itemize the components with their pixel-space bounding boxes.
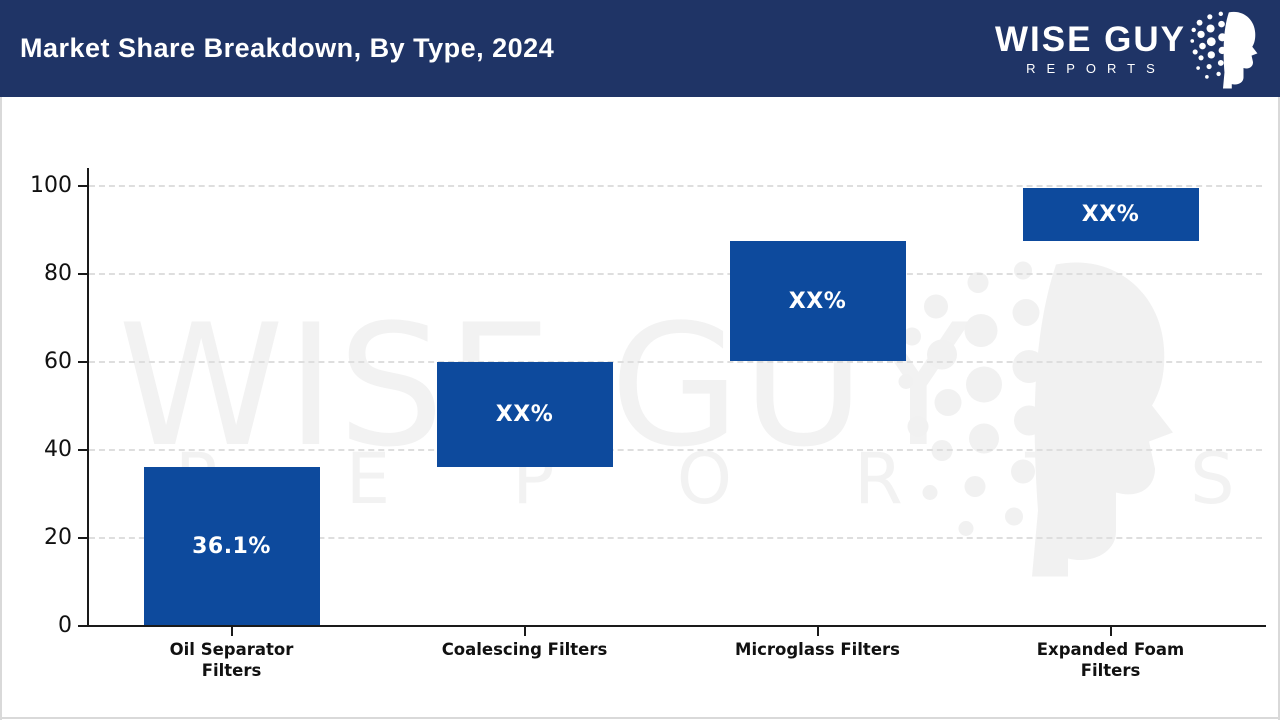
- x-tick-1: [523, 627, 526, 636]
- bar-value-label: XX%: [1081, 202, 1140, 228]
- y-tick-label-40: 40: [44, 437, 72, 462]
- x-tick-0: [230, 627, 233, 636]
- y-tick-label-100: 100: [30, 173, 72, 198]
- header-bar: Market Share Breakdown, By Type, 2024 WI…: [0, 0, 1280, 97]
- gridline-80: [89, 273, 1262, 275]
- y-tick-20: [78, 537, 87, 539]
- wise-guy-reports-logo: WISE GUY REPORTS: [995, 8, 1280, 90]
- y-tick-40: [78, 449, 87, 451]
- gridline-20: [89, 537, 1262, 539]
- y-axis-line: [87, 168, 89, 627]
- category-label: Microglass Filters: [735, 640, 900, 659]
- logo-wordmark: WISE GUY: [994, 19, 1186, 59]
- bar-segment: XX%: [436, 362, 613, 468]
- gridline-60: [89, 361, 1262, 363]
- page-border-left: [0, 97, 2, 720]
- bar-segment: 36.1%: [143, 467, 320, 626]
- bar-value-label: XX%: [788, 288, 847, 314]
- y-tick-label-20: 20: [44, 525, 72, 550]
- category-label: Oil Separator Filters: [169, 640, 294, 680]
- x-tick-3: [1109, 627, 1112, 636]
- bar-segment: XX%: [1022, 188, 1199, 241]
- gridline-100: [89, 185, 1262, 187]
- y-tick-label-60: 60: [44, 349, 72, 374]
- y-tick-80: [78, 273, 87, 275]
- y-tick-60: [78, 361, 87, 363]
- x-axis-line: [87, 625, 1266, 627]
- y-tick-0: [78, 625, 87, 627]
- x-tick-2: [816, 627, 819, 636]
- page-title: Market Share Breakdown, By Type, 2024: [20, 33, 555, 63]
- bar-value-label: XX%: [495, 402, 554, 428]
- page-border-right: [1278, 97, 1280, 720]
- category-label: Expanded Foam Filters: [1036, 640, 1185, 680]
- dotted-head-icon: [1190, 11, 1258, 89]
- y-tick-100: [78, 185, 87, 187]
- logo-subtitle: REPORTS: [1026, 60, 1166, 76]
- logo-text: WISE GUY REPORTS: [994, 19, 1186, 76]
- bar-segment: XX%: [729, 241, 906, 362]
- category-label: Coalescing Filters: [441, 640, 608, 659]
- y-tick-label-0: 0: [58, 613, 72, 638]
- watermark-dotted-head-icon: [898, 261, 1173, 577]
- y-tick-label-80: 80: [44, 261, 72, 286]
- bar-value-label: 36.1%: [192, 534, 271, 560]
- gridline-40: [89, 449, 1262, 451]
- page-border-bottom: [0, 717, 1280, 719]
